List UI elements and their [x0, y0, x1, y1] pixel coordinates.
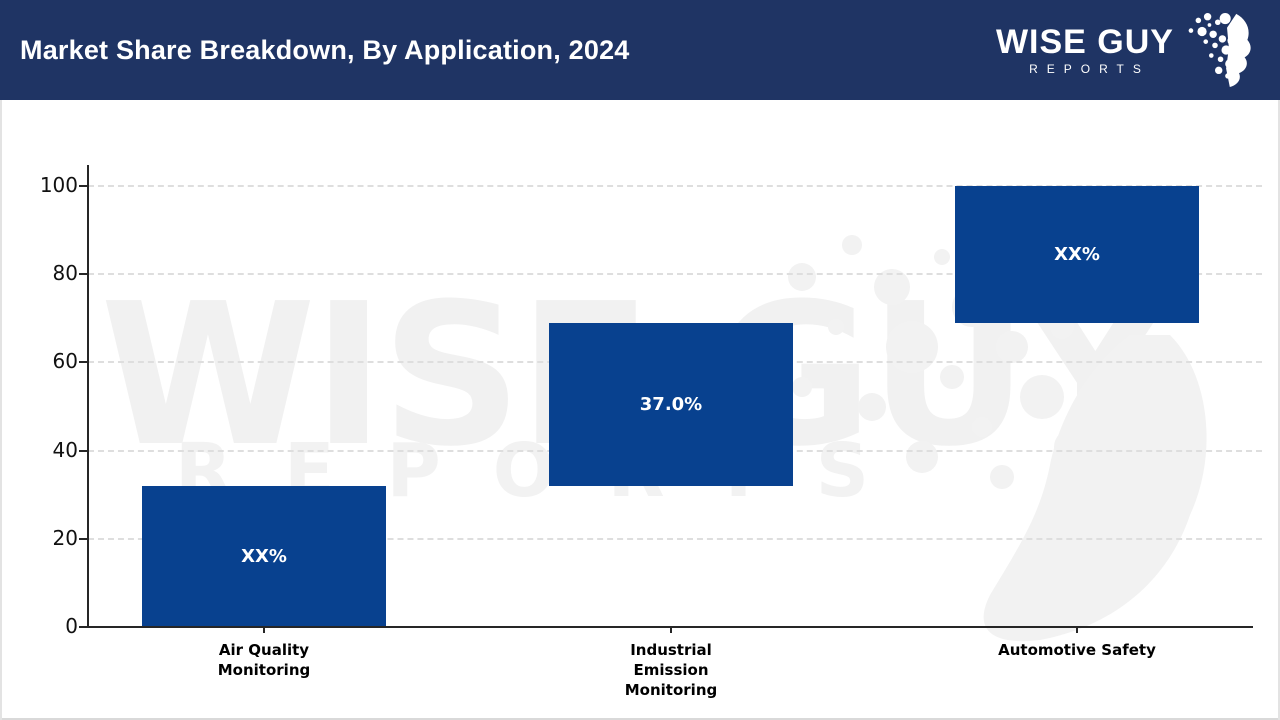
bar-segment-3: XX%: [955, 186, 1199, 323]
y-axis-tick-label: 0: [65, 614, 78, 638]
logo-wordmark: WISE GUY: [995, 23, 1174, 61]
y-axis-tick-mark: [79, 185, 87, 187]
y-axis-tick-label: 20: [52, 525, 78, 550]
watermark-face-dots-icon: [788, 233, 1207, 642]
gridline-20: [88, 537, 1262, 540]
y-axis-tick-mark: [79, 361, 87, 364]
y-axis-tick-label: 60: [52, 349, 78, 374]
gridline-80: [88, 273, 1262, 276]
y-axis-tick-label: 40: [52, 437, 78, 462]
x-axis-tick-mark: [670, 627, 672, 633]
header-bar: Market Share Breakdown, By Application, …: [0, 0, 1280, 100]
y-axis-tick-label: 80: [52, 261, 78, 286]
bottom-edge-line: [0, 718, 1280, 720]
x-axis-category-label: Industrial Emission Monitoring: [624, 641, 718, 699]
wise-guy-reports-logo: WISE GUY REPORTS: [996, 8, 1252, 92]
page-title: Market Share Breakdown, By Application, …: [20, 34, 630, 65]
y-axis-tick-mark: [79, 273, 87, 276]
right-edge-line: [1278, 100, 1280, 720]
bar-segment-2: 37.0%: [549, 322, 793, 486]
left-edge-line: [0, 100, 2, 720]
logo-subtitle: REPORTS: [1029, 62, 1150, 76]
bar-value-label: 37.0%: [639, 393, 703, 415]
bar-segment-1: XX%: [142, 485, 386, 627]
y-axis-line: [87, 165, 89, 628]
logo-text: WISE GUY REPORTS: [996, 25, 1174, 75]
bar-value-label: XX%: [241, 545, 287, 567]
y-axis-tick-mark: [79, 537, 87, 540]
dotted-face-icon: [1188, 13, 1251, 87]
y-axis-tick-mark: [79, 626, 87, 628]
x-axis-category-label: Automotive Safety: [998, 641, 1156, 659]
gridline-100: [88, 185, 1262, 187]
x-axis-tick-mark: [263, 627, 265, 633]
x-axis-category-label: Air Quality Monitoring: [217, 641, 311, 679]
bar-value-label: XX%: [1054, 243, 1100, 265]
y-axis-tick-mark: [79, 449, 87, 452]
y-axis-tick-label: 100: [39, 173, 78, 197]
x-axis-tick-mark: [1076, 627, 1078, 633]
